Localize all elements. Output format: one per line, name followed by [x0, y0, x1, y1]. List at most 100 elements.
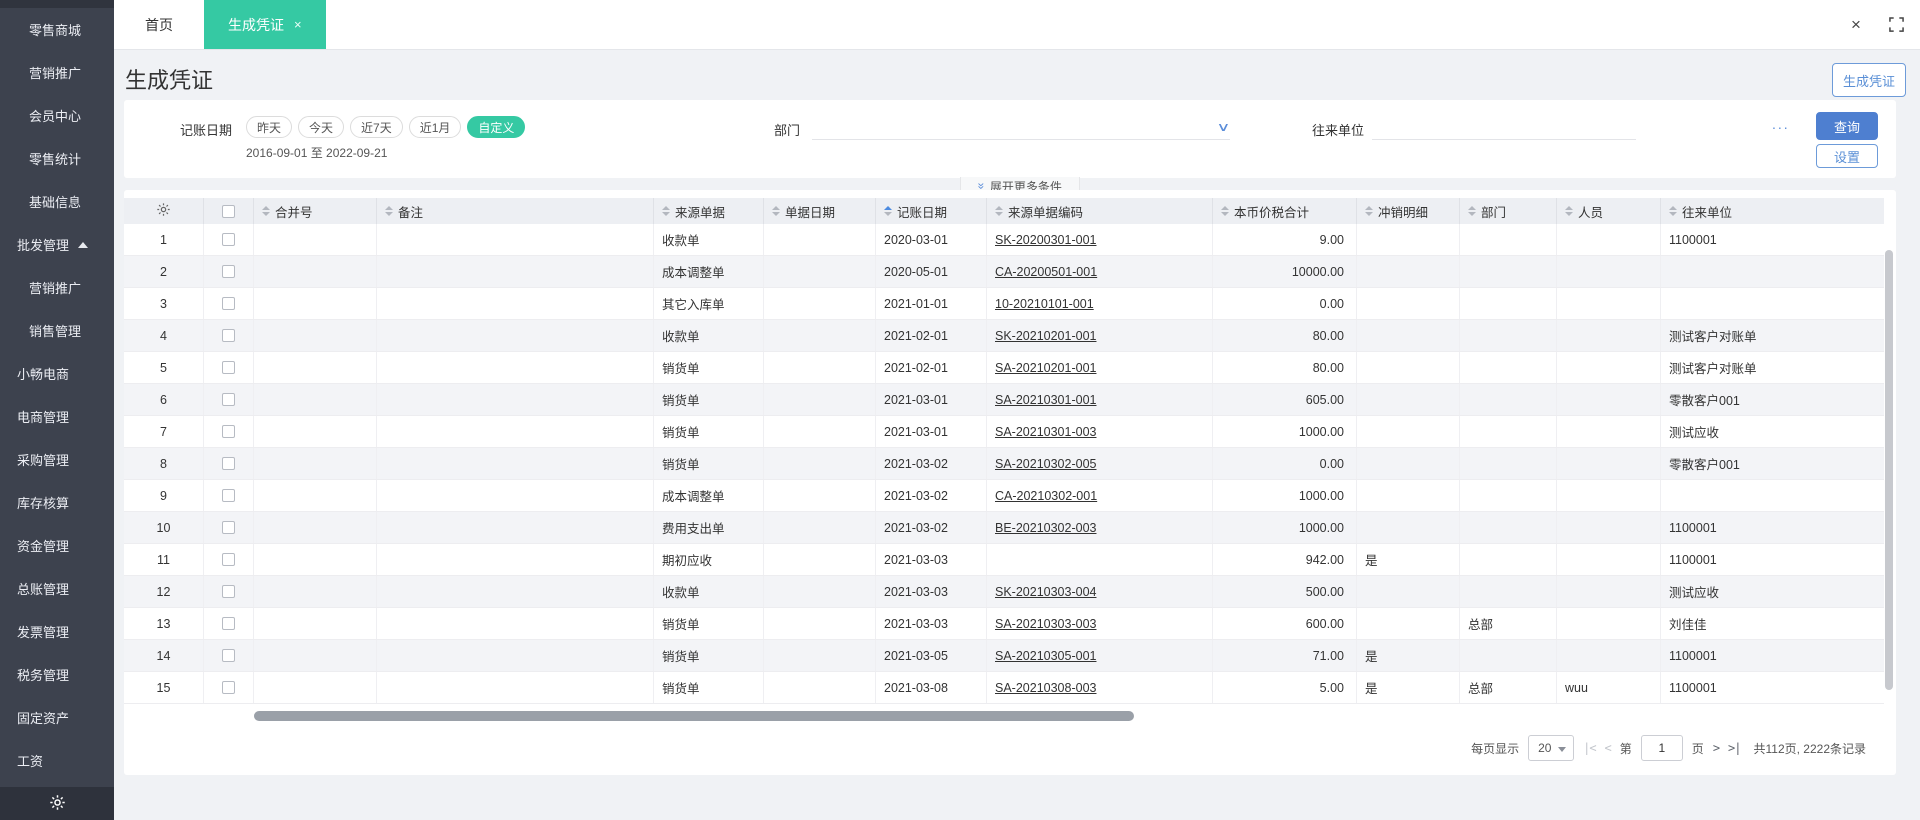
sort-icon[interactable]: [1468, 206, 1476, 216]
source-doc-link[interactable]: SK-20210201-001: [995, 328, 1097, 343]
row-checkbox[interactable]: [222, 649, 235, 662]
sort-icon[interactable]: [1221, 206, 1229, 216]
sidebar-item-工资[interactable]: 工资: [0, 739, 114, 782]
date-preset-今天[interactable]: 今天: [298, 116, 345, 138]
row-checkbox[interactable]: [222, 329, 235, 342]
table-row[interactable]: 13 销货单 2021-03-03 SA-20210303-003 600.00 总部 刘佳…: [124, 608, 1884, 640]
sidebar-item-营销推广[interactable]: 营销推广: [0, 51, 114, 94]
source-doc-link[interactable]: SA-20210302-005: [995, 456, 1097, 471]
page-number-input[interactable]: [1640, 735, 1683, 761]
sidebar-item-资金管理[interactable]: 资金管理: [0, 524, 114, 567]
sidebar-item-销售管理[interactable]: 销售管理: [0, 309, 114, 352]
table-row[interactable]: 8 销货单 2021-03-02 SA-20210302-005 0.00 零散客户001: [124, 448, 1884, 480]
vertical-scrollbar[interactable]: [1885, 250, 1893, 690]
row-checkbox[interactable]: [222, 265, 235, 278]
column-label[interactable]: 往来单位: [1682, 205, 1733, 220]
table-row[interactable]: 9 成本调整单 2021-03-02 CA-20210302-001 1000.00: [124, 480, 1884, 512]
sort-icon[interactable]: [1365, 206, 1373, 216]
row-checkbox[interactable]: [222, 617, 235, 630]
table-row[interactable]: 10 费用支出单 2021-03-02 BE-20210302-003 1000.00 1…: [124, 512, 1884, 544]
row-checkbox[interactable]: [222, 457, 235, 470]
select-all-checkbox[interactable]: [222, 204, 235, 218]
table-row[interactable]: 4 收款单 2021-02-01 SK-20210201-001 80.00 测试客户对账…: [124, 320, 1884, 352]
source-doc-link[interactable]: SA-20210305-001: [995, 648, 1097, 663]
row-checkbox[interactable]: [222, 297, 235, 310]
tab-generate-voucher[interactable]: 生成凭证 ×: [204, 0, 326, 49]
row-checkbox[interactable]: [222, 425, 235, 438]
sort-icon[interactable]: [995, 206, 1003, 216]
sidebar-item-税务管理[interactable]: 税务管理: [0, 653, 114, 696]
row-checkbox[interactable]: [222, 585, 235, 598]
last-page-icon[interactable]: >|: [1728, 741, 1741, 755]
source-doc-link[interactable]: CA-20200501-001: [995, 264, 1098, 279]
source-doc-link[interactable]: 10-20210101-001: [995, 296, 1094, 311]
sidebar-item-基础信息[interactable]: 基础信息: [0, 180, 114, 223]
sort-icon[interactable]: [662, 206, 670, 216]
date-range-value[interactable]: 2016-09-01 至 2022-09-21: [246, 146, 388, 160]
tab-home[interactable]: 首页: [114, 0, 204, 49]
source-doc-link[interactable]: BE-20210302-003: [995, 520, 1097, 535]
source-doc-link[interactable]: SA-20210301-003: [995, 424, 1097, 439]
tab-close-icon[interactable]: ×: [294, 17, 302, 32]
gear-icon[interactable]: [156, 202, 171, 220]
settings-button[interactable]: 设置: [1816, 144, 1878, 168]
source-doc-link[interactable]: SA-20210201-001: [995, 360, 1097, 375]
date-preset-近1月[interactable]: 近1月: [408, 116, 462, 138]
search-button[interactable]: 查询: [1816, 112, 1878, 140]
first-page-icon[interactable]: |<: [1583, 741, 1596, 755]
table-row[interactable]: 1 收款单 2020-03-01 SK-20200301-001 9.00 1100001: [124, 224, 1884, 256]
sort-icon[interactable]: [1669, 206, 1677, 216]
generate-voucher-button[interactable]: 生成凭证: [1832, 63, 1906, 97]
sidebar-item-库存核算[interactable]: 库存核算: [0, 481, 114, 524]
sidebar-item-零售商城[interactable]: 零售商城: [0, 8, 114, 51]
sidebar-item-批发管理[interactable]: 批发管理: [0, 223, 114, 266]
sort-icon[interactable]: [1565, 206, 1573, 216]
source-doc-link[interactable]: SA-20210308-003: [995, 680, 1097, 695]
source-doc-link[interactable]: SK-20200301-001: [995, 232, 1097, 247]
table-row[interactable]: 5 销货单 2021-02-01 SA-20210201-001 80.00 测试客户对账…: [124, 352, 1884, 384]
column-label[interactable]: 单据日期: [785, 205, 836, 220]
sort-icon[interactable]: [772, 206, 780, 216]
column-label[interactable]: 备注: [398, 205, 424, 220]
table-row[interactable]: 15 销货单 2021-03-08 SA-20210308-003 5.00 是总部 wuu…: [124, 672, 1884, 704]
column-label[interactable]: 本币价税合计: [1234, 205, 1310, 220]
column-label[interactable]: 来源单据编码: [1008, 205, 1084, 220]
chevron-down-icon[interactable]: ∨: [1216, 120, 1231, 134]
column-label[interactable]: 记账日期: [897, 205, 948, 220]
sort-icon[interactable]: [262, 206, 270, 216]
sidebar-item-采购管理[interactable]: 采购管理: [0, 438, 114, 481]
per-page-select[interactable]: 20: [1528, 735, 1575, 761]
sort-icon[interactable]: [884, 206, 892, 216]
row-checkbox[interactable]: [222, 233, 235, 246]
row-checkbox[interactable]: [222, 393, 235, 406]
next-page-icon[interactable]: >: [1712, 741, 1720, 755]
table-row[interactable]: 6 销货单 2021-03-01 SA-20210301-001 605.00 零散客户0…: [124, 384, 1884, 416]
sidebar-item-电商管理[interactable]: 电商管理: [0, 395, 114, 438]
close-icon[interactable]: ×: [1851, 14, 1861, 34]
row-checkbox[interactable]: [222, 521, 235, 534]
sidebar-item-固定资产[interactable]: 固定资产: [0, 696, 114, 739]
column-label[interactable]: 冲销明细: [1378, 205, 1429, 220]
column-label[interactable]: 合并号: [275, 205, 313, 220]
more-options-icon[interactable]: ...: [1772, 116, 1790, 132]
department-select[interactable]: ∨: [812, 114, 1231, 140]
date-preset-近7天[interactable]: 近7天: [350, 116, 403, 138]
sidebar-item-partial[interactable]: [0, 0, 114, 8]
source-doc-link[interactable]: SA-20210301-001: [995, 392, 1097, 407]
sort-icon[interactable]: [385, 206, 393, 216]
column-label[interactable]: 人员: [1578, 205, 1604, 220]
row-checkbox[interactable]: [222, 553, 235, 566]
sidebar-item-总账管理[interactable]: 总账管理: [0, 567, 114, 610]
sidebar-item-零售统计[interactable]: 零售统计: [0, 137, 114, 180]
fullscreen-icon[interactable]: [1884, 13, 1908, 37]
table-row[interactable]: 11 期初应收 2021-03-03 942.00 是 1100001: [124, 544, 1884, 576]
date-preset-custom[interactable]: 自定义: [467, 116, 526, 138]
horizontal-scrollbar-thumb[interactable]: [254, 711, 1134, 721]
prev-page-icon[interactable]: <: [1604, 741, 1612, 755]
source-doc-link[interactable]: SA-20210303-003: [995, 616, 1097, 631]
sidebar-item-营销推广[interactable]: 营销推广: [0, 266, 114, 309]
table-row[interactable]: 3 其它入库单 2021-01-01 10-20210101-001 0.00: [124, 288, 1884, 320]
row-checkbox[interactable]: [222, 489, 235, 502]
table-row[interactable]: 7 销货单 2021-03-01 SA-20210301-003 1000.00 测试应收: [124, 416, 1884, 448]
sidebar-item-会员中心[interactable]: 会员中心: [0, 94, 114, 137]
